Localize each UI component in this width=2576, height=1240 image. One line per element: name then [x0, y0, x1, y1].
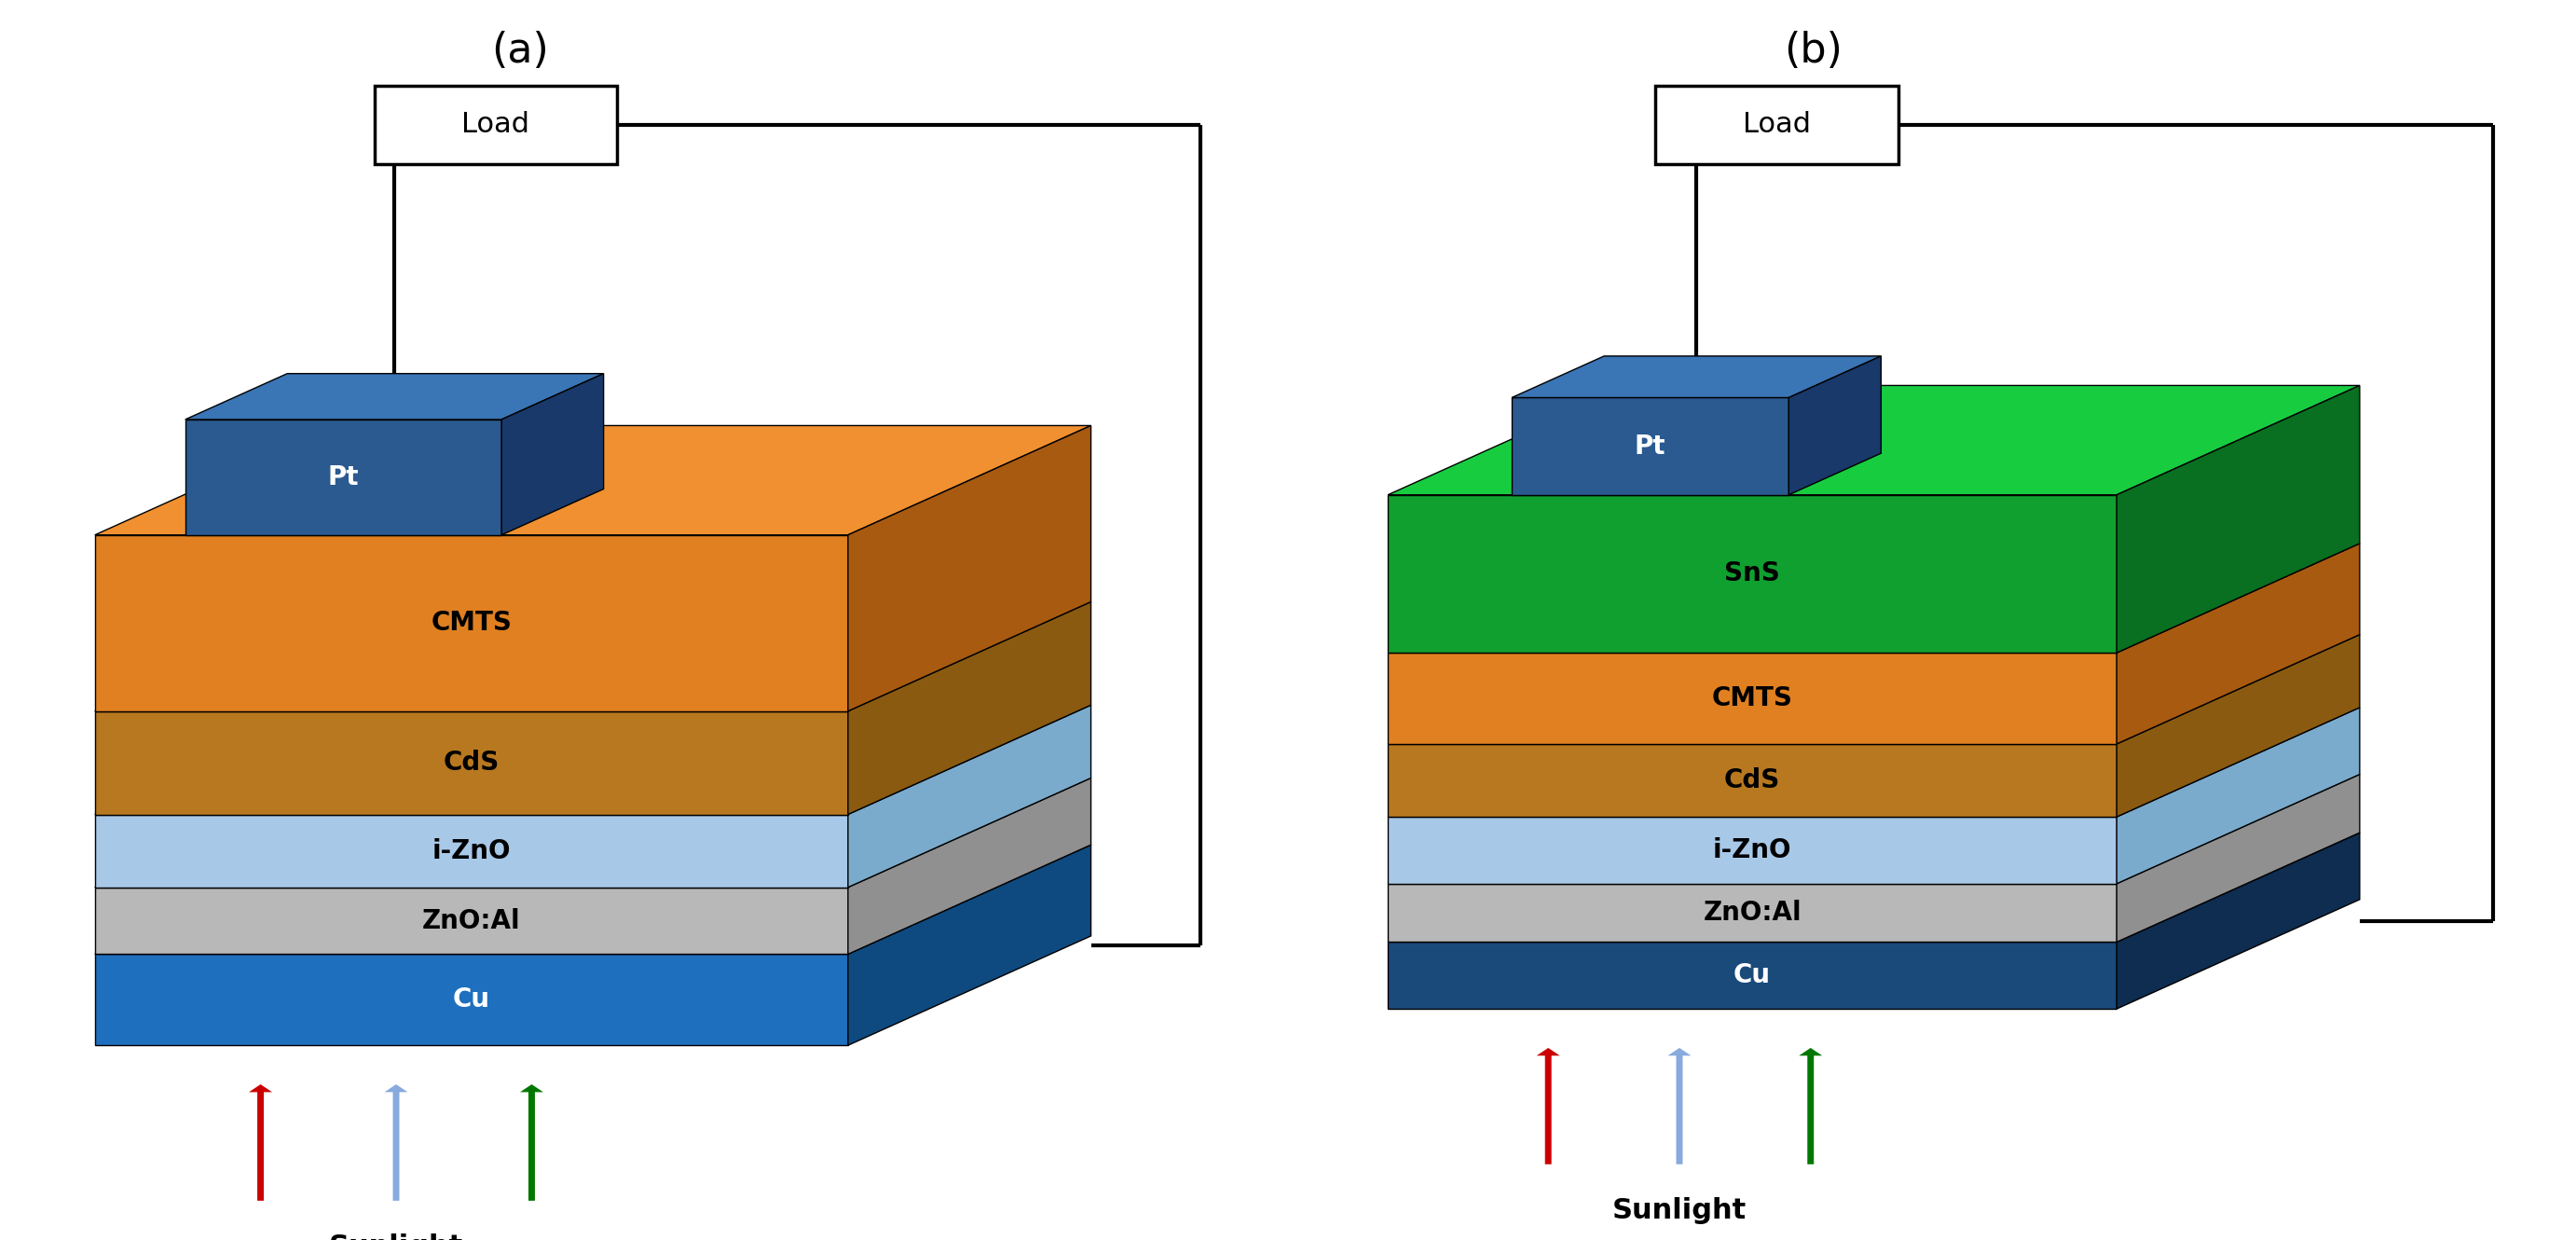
Polygon shape — [2117, 386, 2360, 652]
Polygon shape — [95, 777, 1092, 888]
Text: Cu: Cu — [1734, 962, 1770, 988]
Text: CdS: CdS — [1723, 768, 1780, 794]
FancyBboxPatch shape — [374, 86, 618, 164]
Polygon shape — [95, 601, 1092, 711]
Polygon shape — [1388, 817, 2117, 884]
Text: SnS: SnS — [1723, 560, 1780, 587]
Polygon shape — [1388, 942, 2117, 1009]
Polygon shape — [1388, 884, 2117, 942]
Polygon shape — [1388, 495, 2117, 652]
Text: Load: Load — [461, 112, 531, 139]
Text: i-ZnO: i-ZnO — [433, 838, 510, 864]
Text: ZnO:Al: ZnO:Al — [422, 908, 520, 934]
Text: (b): (b) — [1783, 31, 1842, 71]
Polygon shape — [1512, 398, 1788, 495]
Polygon shape — [1388, 386, 2360, 495]
Polygon shape — [1388, 833, 2360, 942]
Text: CMTS: CMTS — [430, 610, 513, 636]
Polygon shape — [848, 777, 1092, 955]
Text: Sunlight: Sunlight — [1613, 1198, 1747, 1224]
Text: (a): (a) — [492, 31, 549, 71]
Polygon shape — [2117, 635, 2360, 817]
Polygon shape — [1388, 744, 2117, 817]
Polygon shape — [1388, 543, 2360, 652]
Polygon shape — [1388, 708, 2360, 817]
Polygon shape — [1788, 356, 1880, 495]
Text: CdS: CdS — [443, 750, 500, 776]
Polygon shape — [95, 844, 1092, 955]
Text: Pt: Pt — [1636, 433, 1667, 459]
Polygon shape — [2117, 833, 2360, 1009]
Polygon shape — [1388, 652, 2117, 744]
Polygon shape — [2117, 774, 2360, 942]
Polygon shape — [2117, 543, 2360, 744]
Polygon shape — [1512, 356, 1880, 398]
Text: CMTS: CMTS — [1713, 686, 1793, 712]
Polygon shape — [848, 601, 1092, 815]
Polygon shape — [185, 373, 603, 419]
Polygon shape — [95, 706, 1092, 815]
Polygon shape — [95, 534, 848, 711]
Polygon shape — [848, 706, 1092, 888]
Polygon shape — [848, 844, 1092, 1045]
Polygon shape — [2117, 708, 2360, 884]
Polygon shape — [95, 711, 848, 815]
Text: Cu: Cu — [453, 987, 489, 1013]
Text: Pt: Pt — [327, 464, 358, 490]
Text: ZnO:Al: ZnO:Al — [1703, 900, 1801, 926]
Polygon shape — [95, 425, 1092, 534]
Polygon shape — [502, 373, 603, 534]
Polygon shape — [95, 888, 848, 955]
Text: Load: Load — [1741, 112, 1811, 139]
Polygon shape — [848, 425, 1092, 711]
Polygon shape — [95, 955, 848, 1045]
Polygon shape — [1388, 635, 2360, 744]
Polygon shape — [185, 419, 502, 534]
Polygon shape — [1388, 774, 2360, 884]
Text: i-ZnO: i-ZnO — [1713, 837, 1793, 863]
Polygon shape — [95, 815, 848, 888]
Text: Sunlight: Sunlight — [330, 1234, 464, 1240]
FancyBboxPatch shape — [1656, 86, 1899, 164]
